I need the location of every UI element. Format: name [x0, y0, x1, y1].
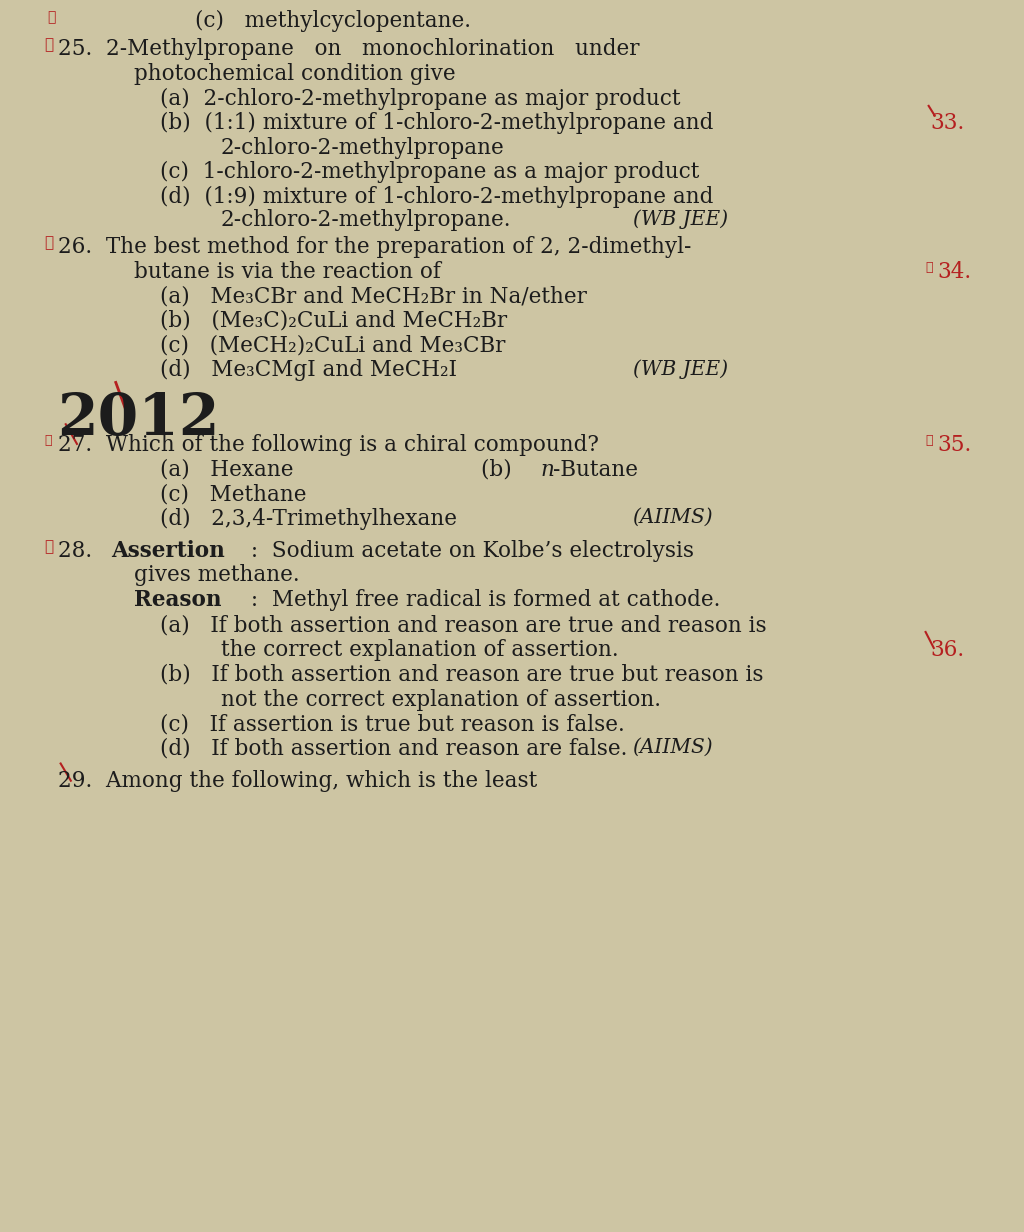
Text: the correct explanation of assertion.: the correct explanation of assertion. [221, 639, 618, 662]
Text: (c)   methylcyclopentane.: (c) methylcyclopentane. [196, 10, 471, 32]
Text: 25.  2-Methylpropane   on   monochlorination   under: 25. 2-Methylpropane on monochlorination … [57, 38, 639, 60]
Text: (d)   2,3,4-Trimethylhexane: (d) 2,3,4-Trimethylhexane [160, 508, 457, 530]
Text: 27.  Which of the following is a chiral compound?: 27. Which of the following is a chiral c… [57, 434, 598, 456]
Text: ★: ★ [926, 434, 933, 447]
Text: ★: ★ [44, 434, 52, 447]
Text: ★: ★ [44, 540, 53, 554]
Text: (c)  1-chloro-2-methylpropane as a major product: (c) 1-chloro-2-methylpropane as a major … [160, 161, 699, 184]
Text: 2-chloro-2-methylpropane.: 2-chloro-2-methylpropane. [221, 209, 511, 232]
Text: 28.: 28. [57, 540, 105, 562]
Text: Reason: Reason [134, 589, 221, 611]
Text: Assertion: Assertion [111, 540, 224, 562]
Text: (b)   If both assertion and reason are true but reason is: (b) If both assertion and reason are tru… [160, 664, 763, 686]
Text: (b)  (1:1) mixture of 1-chloro-2-methylpropane and: (b) (1:1) mixture of 1-chloro-2-methylpr… [160, 112, 713, 134]
Text: n: n [541, 458, 554, 480]
Text: :  Sodium acetate on Kolbe’s electrolysis: : Sodium acetate on Kolbe’s electrolysis [245, 540, 694, 562]
Text: (a)   If both assertion and reason are true and reason is: (a) If both assertion and reason are tru… [160, 615, 766, 637]
Text: (a)   Hexane: (a) Hexane [160, 458, 293, 480]
Text: (WB JEE): (WB JEE) [633, 209, 728, 229]
Text: gives methane.: gives methane. [134, 564, 300, 586]
Text: (c)   If assertion is true but reason is false.: (c) If assertion is true but reason is f… [160, 713, 625, 736]
Text: 26.  The best method for the preparation of 2, 2-dimethyl-: 26. The best method for the preparation … [57, 237, 691, 259]
Text: (b): (b) [481, 458, 532, 480]
Text: 2012: 2012 [57, 391, 220, 447]
Text: (a)  2-chloro-2-methylpropane as major product: (a) 2-chloro-2-methylpropane as major pr… [160, 87, 680, 110]
Text: butane is via the reaction of: butane is via the reaction of [134, 261, 441, 283]
Text: :  Methyl free radical is formed at cathode.: : Methyl free radical is formed at catho… [245, 589, 721, 611]
Text: ★: ★ [44, 237, 53, 250]
Text: (d)   If both assertion and reason are false.: (d) If both assertion and reason are fal… [160, 738, 627, 760]
Text: 36.: 36. [931, 639, 965, 662]
Text: 2-chloro-2-methylpropane: 2-chloro-2-methylpropane [221, 137, 505, 159]
Text: 29.  Among the following, which is the least: 29. Among the following, which is the le… [57, 770, 537, 792]
Text: (a)   Me₃CBr and MeCH₂Br in Na/ether: (a) Me₃CBr and MeCH₂Br in Na/ether [160, 286, 587, 307]
Text: (AIIMS): (AIIMS) [633, 508, 713, 527]
Text: (c)   Methane: (c) Methane [160, 483, 306, 505]
Text: photochemical condition give: photochemical condition give [134, 63, 456, 85]
Text: ★: ★ [926, 261, 933, 274]
Text: ★: ★ [44, 38, 53, 52]
Text: (AIIMS): (AIIMS) [633, 738, 713, 756]
Text: (d)  (1:9) mixture of 1-chloro-2-methylpropane and: (d) (1:9) mixture of 1-chloro-2-methylpr… [160, 186, 713, 208]
Text: (d)   Me₃CMgI and MeCH₂I: (d) Me₃CMgI and MeCH₂I [160, 359, 457, 381]
Text: 34.: 34. [938, 261, 972, 283]
Text: 33.: 33. [931, 112, 965, 134]
Text: ★: ★ [47, 10, 55, 23]
Text: 35.: 35. [938, 434, 972, 456]
Text: not the correct explanation of assertion.: not the correct explanation of assertion… [221, 689, 660, 711]
Text: (c)   (MeCH₂)₂CuLi and Me₃CBr: (c) (MeCH₂)₂CuLi and Me₃CBr [160, 335, 505, 356]
Text: -Butane: -Butane [553, 458, 638, 480]
Text: (WB JEE): (WB JEE) [633, 359, 728, 378]
Text: (b)   (Me₃C)₂CuLi and MeCH₂Br: (b) (Me₃C)₂CuLi and MeCH₂Br [160, 310, 507, 331]
